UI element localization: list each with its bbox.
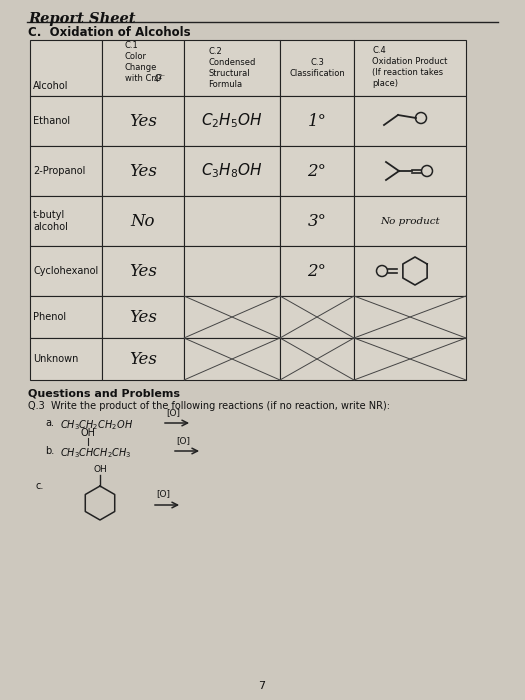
Bar <box>354 96 466 146</box>
Bar <box>354 146 466 196</box>
Text: $\mathit{C_2H_5OH}$: $\mathit{C_2H_5OH}$ <box>201 111 263 130</box>
Text: $CH_3CH_2CH_2OH$: $CH_3CH_2CH_2OH$ <box>60 418 133 432</box>
Bar <box>102 40 184 96</box>
Text: 2⁻: 2⁻ <box>158 74 165 80</box>
Bar <box>184 96 280 146</box>
Bar <box>102 196 184 246</box>
Text: OH: OH <box>80 428 96 438</box>
Bar <box>184 338 280 380</box>
Bar <box>280 338 354 380</box>
Text: [O]: [O] <box>156 489 170 498</box>
Text: Cyclohexanol: Cyclohexanol <box>33 266 98 276</box>
Bar <box>30 146 102 196</box>
Text: t-butyl
alcohol: t-butyl alcohol <box>33 210 68 232</box>
Text: 2°: 2° <box>308 262 327 279</box>
Text: c.: c. <box>35 481 44 491</box>
Text: [O]: [O] <box>166 408 180 417</box>
Text: C.2
Condensed
Structural
Formula: C.2 Condensed Structural Formula <box>208 47 256 89</box>
Bar <box>280 246 354 296</box>
Text: Ethanol: Ethanol <box>33 116 70 126</box>
Text: 1°: 1° <box>308 113 327 130</box>
Text: Questions and Problems: Questions and Problems <box>28 388 180 398</box>
Text: Yes: Yes <box>129 162 157 179</box>
Text: 2-Propanol: 2-Propanol <box>33 166 86 176</box>
Text: Alcohol: Alcohol <box>33 81 68 91</box>
Text: Yes: Yes <box>129 309 157 326</box>
Bar <box>184 296 280 338</box>
Bar <box>184 146 280 196</box>
Text: Report Sheet: Report Sheet <box>28 12 135 26</box>
Bar <box>184 246 280 296</box>
Bar <box>102 296 184 338</box>
Text: Yes: Yes <box>129 351 157 368</box>
Bar <box>354 40 466 96</box>
Bar <box>184 196 280 246</box>
Text: No product: No product <box>380 216 440 225</box>
Bar <box>30 96 102 146</box>
Bar <box>102 246 184 296</box>
Text: C.3
Classification: C.3 Classification <box>289 58 345 78</box>
Bar <box>280 146 354 196</box>
Bar <box>30 196 102 246</box>
Text: Yes: Yes <box>129 113 157 130</box>
Text: $\mathit{C_3H_8OH}$: $\mathit{C_3H_8OH}$ <box>201 162 263 181</box>
Text: 2°: 2° <box>308 162 327 179</box>
Text: [O]: [O] <box>176 436 190 445</box>
Text: Q.3  Write the product of the following reactions (if no reaction, write NR):: Q.3 Write the product of the following r… <box>28 401 390 411</box>
Text: b.: b. <box>45 446 54 456</box>
Text: OH: OH <box>93 465 107 474</box>
Bar <box>280 196 354 246</box>
Text: $CH_3CHCH_2CH_3$: $CH_3CHCH_2CH_3$ <box>60 446 132 460</box>
Text: a.: a. <box>45 418 54 428</box>
Bar <box>30 246 102 296</box>
Bar <box>280 96 354 146</box>
Bar <box>354 196 466 246</box>
Text: C.1
Color
Change
with CrO: C.1 Color Change with CrO <box>125 41 161 83</box>
Bar <box>30 338 102 380</box>
Text: 7: 7 <box>258 681 266 691</box>
Bar <box>354 296 466 338</box>
Bar <box>354 246 466 296</box>
Text: Phenol: Phenol <box>33 312 66 322</box>
Bar <box>102 96 184 146</box>
Bar <box>102 338 184 380</box>
Text: 3°: 3° <box>308 213 327 230</box>
Bar <box>30 40 102 96</box>
Bar <box>280 296 354 338</box>
Text: C.  Oxidation of Alcohols: C. Oxidation of Alcohols <box>28 26 191 39</box>
Bar <box>102 146 184 196</box>
Bar <box>184 40 280 96</box>
Bar <box>30 296 102 338</box>
Bar <box>280 40 354 96</box>
Text: Unknown: Unknown <box>33 354 78 364</box>
Bar <box>354 338 466 380</box>
Text: Yes: Yes <box>129 262 157 279</box>
Text: 4: 4 <box>154 74 159 83</box>
Text: No: No <box>131 213 155 230</box>
Text: C.4
Oxidation Product
(If reaction takes
place): C.4 Oxidation Product (If reaction takes… <box>372 46 448 88</box>
